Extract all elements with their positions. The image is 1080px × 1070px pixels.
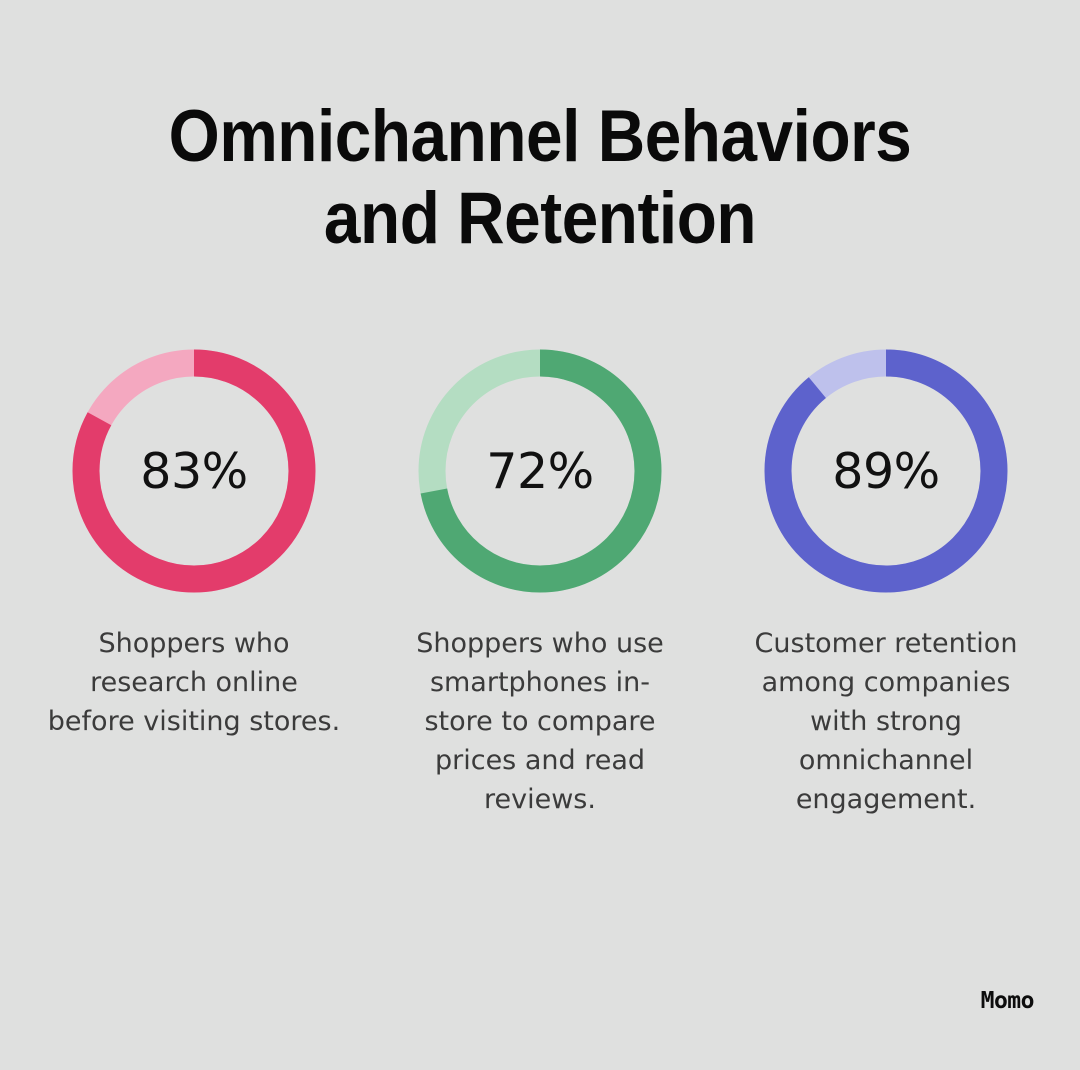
donut-ring-2	[418, 349, 662, 593]
stat-card-2: 72% Shoppers who use smartphones in-stor…	[367, 347, 713, 819]
donut-progress-arc-1	[72, 349, 316, 593]
stats-row: 83% Shoppers who research online before …	[0, 347, 1080, 819]
stat-card-3: 89% Customer retention among companies w…	[713, 347, 1059, 819]
brand-wordmark: Momo	[980, 988, 1035, 1014]
donut-progress-arc-3	[764, 349, 1008, 593]
donut-progress-arc-2	[418, 349, 662, 593]
donut-ring-3	[764, 349, 1008, 593]
page-title: Omnichannel Behaviors and Retention	[0, 96, 1080, 260]
donut-value-3: 89%	[832, 442, 940, 500]
page-title-line-1: Omnichannel Behaviors	[168, 96, 912, 177]
stat-caption-2: Shoppers who use smartphones in-store to…	[416, 628, 664, 815]
donut-chart-2: 72%	[416, 347, 664, 595]
stat-caption-1: Shoppers who research online before visi…	[47, 628, 341, 737]
donut-ring-1	[72, 349, 316, 593]
stat-caption-3: Customer retention among companies with …	[754, 628, 1018, 815]
donut-chart-3: 89%	[762, 347, 1010, 595]
page-title-line-2: and Retention	[323, 177, 757, 259]
donut-value-1: 83%	[140, 442, 248, 500]
donut-chart-1: 83%	[70, 347, 318, 595]
donut-value-2: 72%	[486, 442, 594, 500]
stat-card-1: 83% Shoppers who research online before …	[21, 347, 367, 742]
